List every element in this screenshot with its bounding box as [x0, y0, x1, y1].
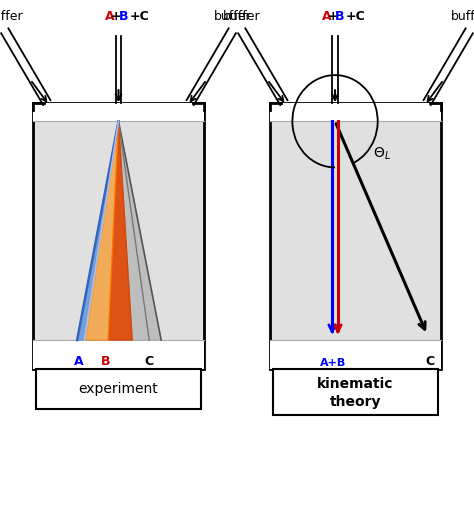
Text: +C: +C [129, 10, 149, 23]
Text: C: C [425, 355, 434, 368]
Bar [33, 103, 204, 369]
Text: B: B [118, 10, 128, 23]
Text: $\Theta_L$: $\Theta_L$ [374, 145, 392, 162]
Text: A: A [322, 10, 331, 23]
Text: kinematic
theory: kinematic theory [317, 377, 394, 409]
Bar [270, 103, 441, 121]
Text: C: C [145, 355, 154, 368]
Text: +: + [111, 10, 121, 23]
Text: experiment: experiment [79, 382, 158, 396]
Text: B: B [101, 355, 110, 368]
Text: buffer: buffer [223, 10, 261, 23]
Bar [270, 340, 441, 369]
Polygon shape [118, 121, 161, 340]
Polygon shape [108, 121, 132, 340]
Polygon shape [86, 121, 118, 340]
Text: buffer: buffer [0, 10, 24, 23]
Text: A+B: A+B [319, 358, 346, 368]
Bar [33, 340, 204, 369]
Text: buffer: buffer [213, 10, 251, 23]
Polygon shape [77, 121, 118, 340]
FancyBboxPatch shape [273, 369, 438, 415]
Text: B: B [335, 10, 345, 23]
Text: A: A [74, 355, 83, 368]
Text: +C: +C [346, 10, 365, 23]
Text: buffer: buffer [450, 10, 474, 23]
FancyBboxPatch shape [36, 369, 201, 409]
Text: A: A [105, 10, 115, 23]
Bar [270, 103, 441, 369]
Text: +: + [328, 10, 338, 23]
Bar [33, 103, 204, 121]
